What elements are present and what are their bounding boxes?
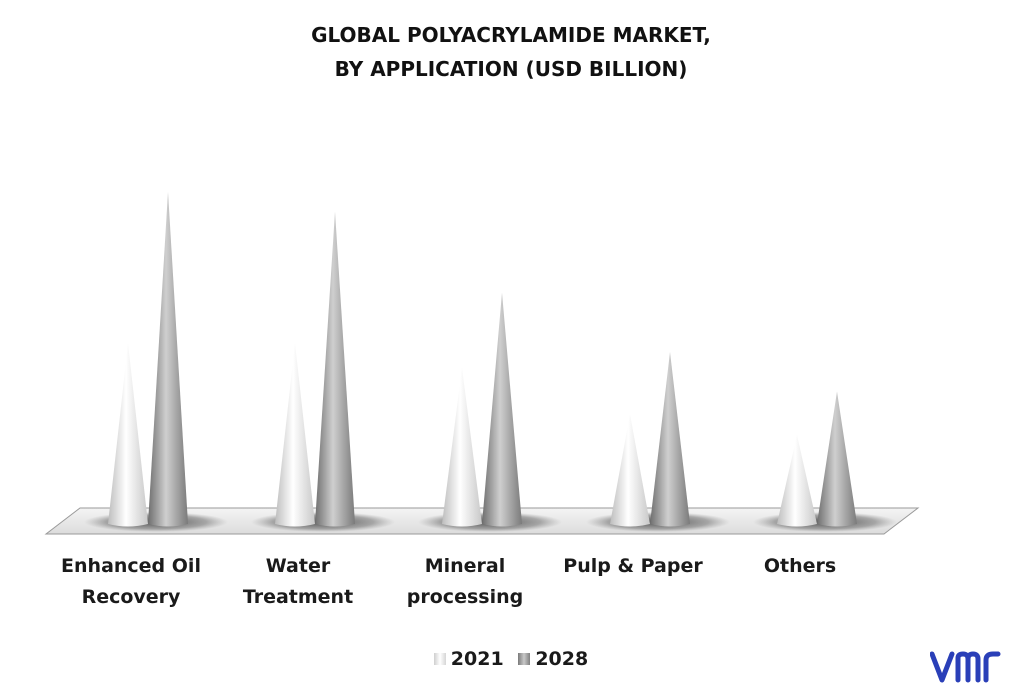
bar-mineral-processing-2028 xyxy=(482,292,522,527)
vmr-logo-r xyxy=(983,651,1001,683)
legend: 2021 2028 xyxy=(0,648,1022,670)
category-label-line: Treatment xyxy=(243,586,353,608)
vmr-logo-m xyxy=(955,651,981,683)
category-label-mineral-processing: Mineral processing xyxy=(407,555,523,608)
category-label-line: Others xyxy=(764,555,836,577)
category-labels: Enhanced Oil Recovery Water Treatment Minera… xyxy=(61,555,836,608)
category-label-line: Water xyxy=(266,555,331,577)
bar-water-treatment-2028 xyxy=(315,211,355,527)
category-label-water-treatment: Water Treatment xyxy=(243,555,353,608)
legend-label-2021: 2021 xyxy=(450,648,504,670)
category-label-others: Others xyxy=(764,555,836,577)
legend-label-2028: 2028 xyxy=(535,648,589,670)
category-label-line: Enhanced Oil xyxy=(61,555,201,577)
bar-enhanced-oil-recovery-2021 xyxy=(108,343,148,527)
legend-item-2021: 2021 xyxy=(433,648,504,670)
bar-others-2021 xyxy=(777,435,817,527)
legend-swatch-2028 xyxy=(518,653,531,665)
chart-title-line-2: BY APPLICATION (USD BILLION) xyxy=(334,57,688,81)
category-label-line: Mineral xyxy=(425,555,506,577)
category-label-line: Recovery xyxy=(82,586,181,608)
bar-pulp-paper-2021 xyxy=(610,414,650,527)
vmr-logo-v xyxy=(930,651,955,683)
category-label-line: processing xyxy=(407,586,523,608)
chart-title-line-1: GLOBAL POLYACRYLAMIDE MARKET, xyxy=(311,23,711,47)
bar-others-2028 xyxy=(817,391,857,527)
legend-item-2028: 2028 xyxy=(518,648,588,670)
plot-area: Enhanced Oil Recovery Water Treatment Minera… xyxy=(44,191,920,608)
chart-title: GLOBAL POLYACRYLAMIDE MARKET, BY APPLICA… xyxy=(0,18,1022,86)
bars-group xyxy=(108,191,857,527)
bar-water-treatment-2021 xyxy=(275,343,315,527)
bar-enhanced-oil-recovery-2028 xyxy=(148,191,188,527)
category-label-enhanced-oil-recovery: Enhanced Oil Recovery xyxy=(61,555,201,608)
vmr-logo xyxy=(930,651,1001,683)
category-label-pulp-paper: Pulp & Paper xyxy=(563,555,703,577)
bar-mineral-processing-2021 xyxy=(442,367,482,527)
bar-pulp-paper-2028 xyxy=(650,351,690,527)
legend-swatch-2021 xyxy=(433,653,446,665)
category-label-line: Pulp & Paper xyxy=(563,555,703,577)
